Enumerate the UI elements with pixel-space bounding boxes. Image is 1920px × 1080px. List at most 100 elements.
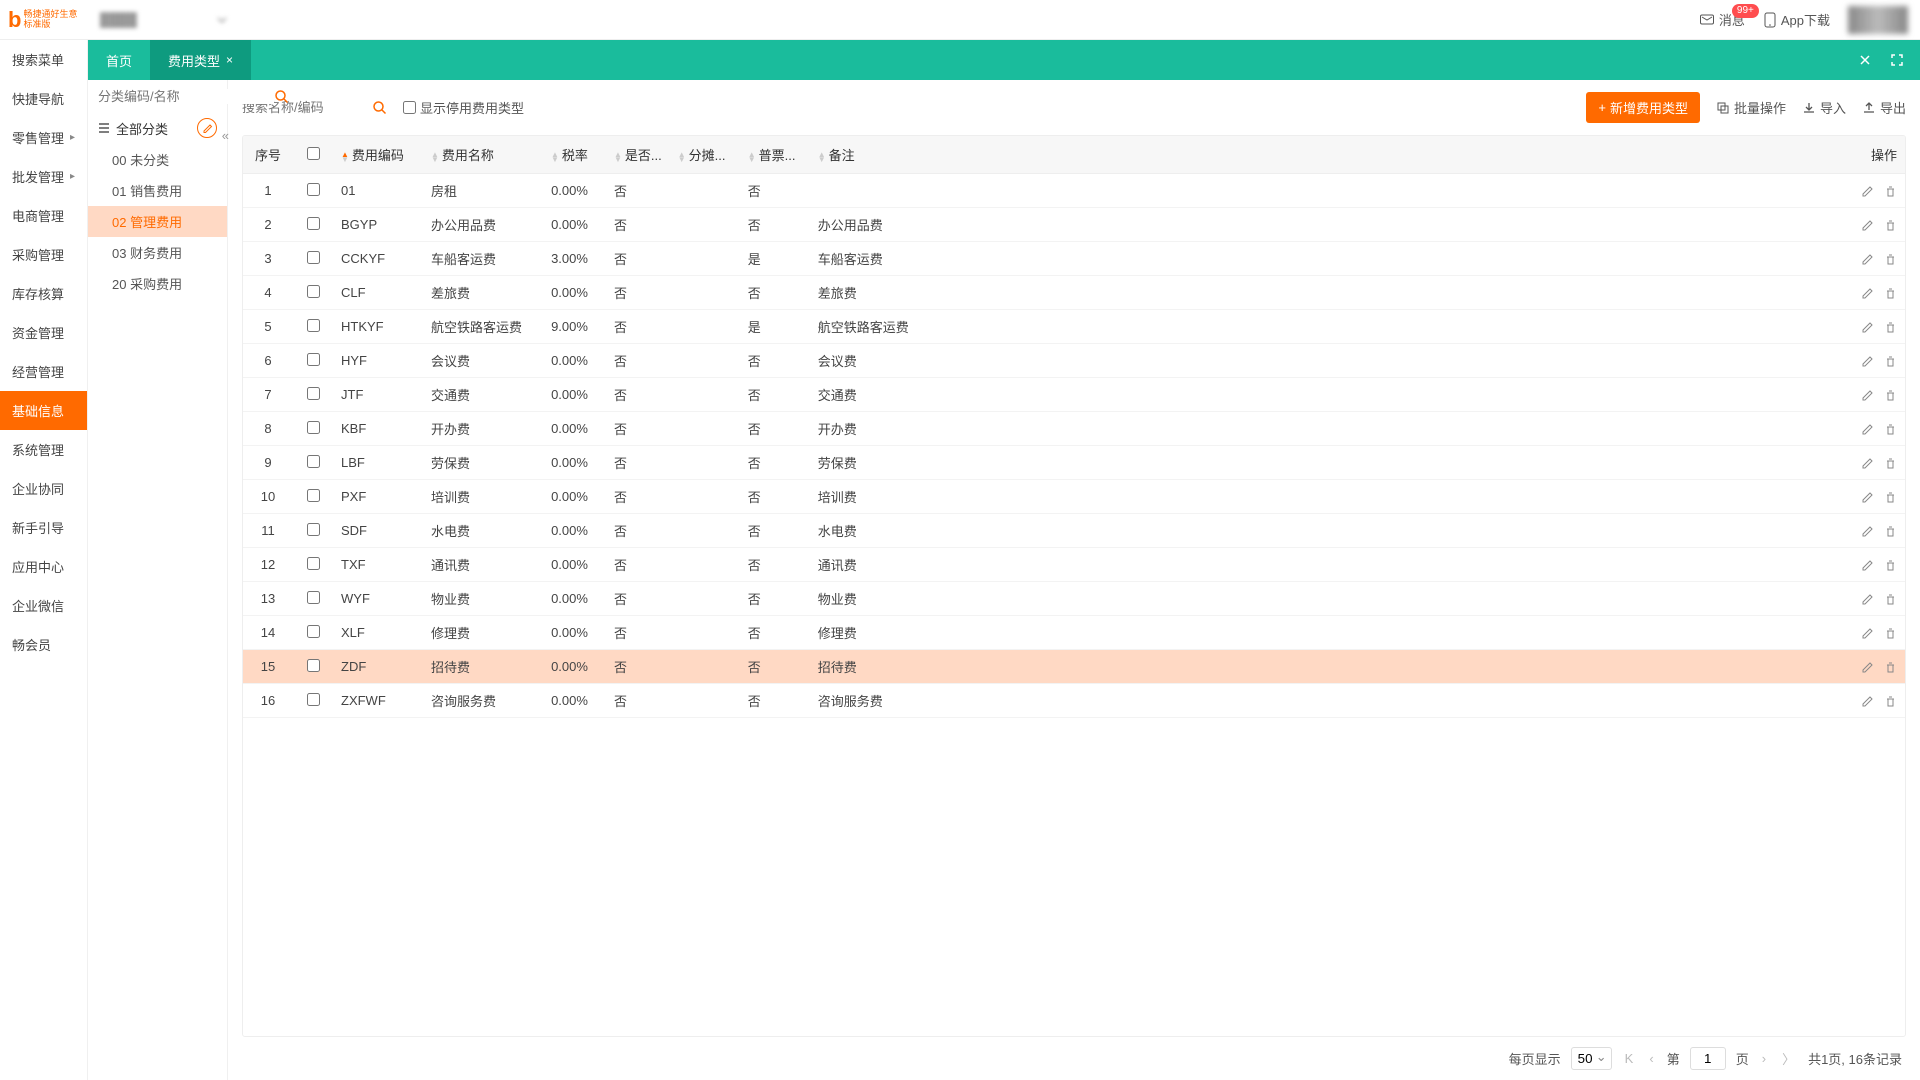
table-row[interactable]: 14 XLF 修理费 0.00% 否 否 修理费 (243, 616, 1905, 650)
delete-row-button[interactable] (1884, 693, 1897, 708)
sidebar-item[interactable]: 新手引导 (0, 508, 87, 547)
row-checkbox[interactable] (307, 557, 320, 570)
company-selector[interactable]: ████ (88, 12, 278, 27)
row-checkbox[interactable] (307, 217, 320, 230)
sidebar-item[interactable]: 批发管理▸ (0, 157, 87, 196)
row-checkbox[interactable] (307, 693, 320, 706)
delete-row-button[interactable] (1884, 217, 1897, 232)
edit-row-button[interactable] (1861, 285, 1874, 300)
sidebar-item[interactable]: 企业微信 (0, 586, 87, 625)
new-expense-type-button[interactable]: + 新增费用类型 (1586, 92, 1700, 123)
edit-row-button[interactable] (1861, 251, 1874, 266)
tab[interactable]: 费用类型× (150, 40, 251, 80)
table-row[interactable]: 11 SDF 水电费 0.00% 否 否 水电费 (243, 514, 1905, 548)
tab-close-all-button[interactable] (1852, 47, 1878, 73)
batch-ops-button[interactable]: 批量操作 (1716, 98, 1786, 117)
delete-row-button[interactable] (1884, 353, 1897, 368)
col-seq[interactable]: 序号 (243, 136, 293, 174)
table-row[interactable]: 2 BGYP 办公用品费 0.00% 否 否 办公用品费 (243, 208, 1905, 242)
edit-row-button[interactable] (1861, 489, 1874, 504)
messages-button[interactable]: 消息 99+ (1699, 10, 1745, 29)
edit-row-button[interactable] (1861, 455, 1874, 470)
select-all-checkbox[interactable] (307, 147, 320, 160)
delete-row-button[interactable] (1884, 523, 1897, 538)
col-checkbox[interactable] (293, 136, 333, 174)
search-icon[interactable] (274, 88, 289, 104)
table-row[interactable]: 13 WYF 物业费 0.00% 否 否 物业费 (243, 582, 1905, 616)
sidebar-item[interactable]: 搜索菜单 (0, 40, 87, 79)
delete-row-button[interactable] (1884, 251, 1897, 266)
search-icon[interactable] (372, 99, 387, 115)
category-item[interactable]: 01 销售费用 (88, 175, 227, 206)
table-row[interactable]: 12 TXF 通讯费 0.00% 否 否 通讯费 (243, 548, 1905, 582)
table-row[interactable]: 3 CCKYF 车船客运费 3.00% 否 是 车船客运费 (243, 242, 1905, 276)
table-row[interactable]: 4 CLF 差旅费 0.00% 否 否 差旅费 (243, 276, 1905, 310)
sidebar-item[interactable]: 库存核算 (0, 274, 87, 313)
sidebar-item[interactable]: 企业协同 (0, 469, 87, 508)
col-rate[interactable]: ▲▼税率 (543, 136, 606, 174)
delete-row-button[interactable] (1884, 319, 1897, 334)
sidebar-item[interactable]: 采购管理 (0, 235, 87, 274)
category-item[interactable]: 03 财务费用 (88, 237, 227, 268)
edit-row-button[interactable] (1861, 387, 1874, 402)
row-checkbox[interactable] (307, 421, 320, 434)
first-page-button[interactable]: K (1622, 1051, 1637, 1066)
delete-row-button[interactable] (1884, 489, 1897, 504)
edit-row-button[interactable] (1861, 557, 1874, 572)
sidebar-item[interactable]: 资金管理 (0, 313, 87, 352)
col-remark[interactable]: ▲▼备注 (810, 136, 1835, 174)
sidebar-item[interactable]: 经营管理 (0, 352, 87, 391)
col-is[interactable]: ▲▼是否... (606, 136, 670, 174)
last-page-button[interactable]: 〉 (1779, 1049, 1798, 1068)
row-checkbox[interactable] (307, 659, 320, 672)
app-download-button[interactable]: App下载 (1763, 10, 1830, 29)
category-collapse-button[interactable]: « (222, 128, 229, 143)
delete-row-button[interactable] (1884, 659, 1897, 674)
row-checkbox[interactable] (307, 183, 320, 196)
category-item[interactable]: 20 采购费用 (88, 268, 227, 299)
edit-row-button[interactable] (1861, 421, 1874, 436)
user-avatar[interactable] (1848, 6, 1908, 34)
category-item[interactable]: 02 管理费用 (88, 206, 227, 237)
page-input[interactable] (1690, 1047, 1726, 1070)
delete-row-button[interactable] (1884, 183, 1897, 198)
show-disabled-checkbox[interactable]: 显示停用费用类型 (403, 98, 524, 117)
edit-row-button[interactable] (1861, 591, 1874, 606)
table-row[interactable]: 9 LBF 劳保费 0.00% 否 否 劳保费 (243, 446, 1905, 480)
delete-row-button[interactable] (1884, 557, 1897, 572)
row-checkbox[interactable] (307, 285, 320, 298)
table-row[interactable]: 5 HTKYF 航空铁路客运费 9.00% 否 是 航空铁路客运费 (243, 310, 1905, 344)
category-all-label[interactable]: 全部分类 (116, 119, 168, 138)
row-checkbox[interactable] (307, 455, 320, 468)
row-checkbox[interactable] (307, 591, 320, 604)
delete-row-button[interactable] (1884, 387, 1897, 402)
category-item[interactable]: 00 未分类 (88, 144, 227, 175)
edit-row-button[interactable] (1861, 353, 1874, 368)
sidebar-item[interactable]: 快捷导航 (0, 79, 87, 118)
delete-row-button[interactable] (1884, 591, 1897, 606)
page-size-select[interactable]: 50 (1571, 1047, 1612, 1070)
sidebar-item[interactable]: 零售管理▸ (0, 118, 87, 157)
category-search-input[interactable] (98, 89, 274, 104)
fullscreen-button[interactable] (1884, 47, 1910, 73)
export-button[interactable]: 导出 (1862, 98, 1906, 117)
delete-row-button[interactable] (1884, 421, 1897, 436)
sidebar-item[interactable]: 基础信息 (0, 391, 87, 430)
table-row[interactable]: 7 JTF 交通费 0.00% 否 否 交通费 (243, 378, 1905, 412)
edit-row-button[interactable] (1861, 625, 1874, 640)
row-checkbox[interactable] (307, 251, 320, 264)
import-button[interactable]: 导入 (1802, 98, 1846, 117)
sidebar-item[interactable]: 系统管理 (0, 430, 87, 469)
sidebar-item[interactable]: 电商管理 (0, 196, 87, 235)
tab[interactable]: 首页 (88, 40, 150, 80)
table-row[interactable]: 16 ZXFWF 咨询服务费 0.00% 否 否 咨询服务费 (243, 684, 1905, 718)
row-checkbox[interactable] (307, 353, 320, 366)
row-checkbox[interactable] (307, 523, 320, 536)
sidebar-item[interactable]: 畅会员 (0, 625, 87, 664)
table-row[interactable]: 1 01 房租 0.00% 否 否 (243, 174, 1905, 208)
delete-row-button[interactable] (1884, 455, 1897, 470)
row-checkbox[interactable] (307, 387, 320, 400)
col-ticket[interactable]: ▲▼普票... (740, 136, 810, 174)
edit-row-button[interactable] (1861, 217, 1874, 232)
delete-row-button[interactable] (1884, 285, 1897, 300)
